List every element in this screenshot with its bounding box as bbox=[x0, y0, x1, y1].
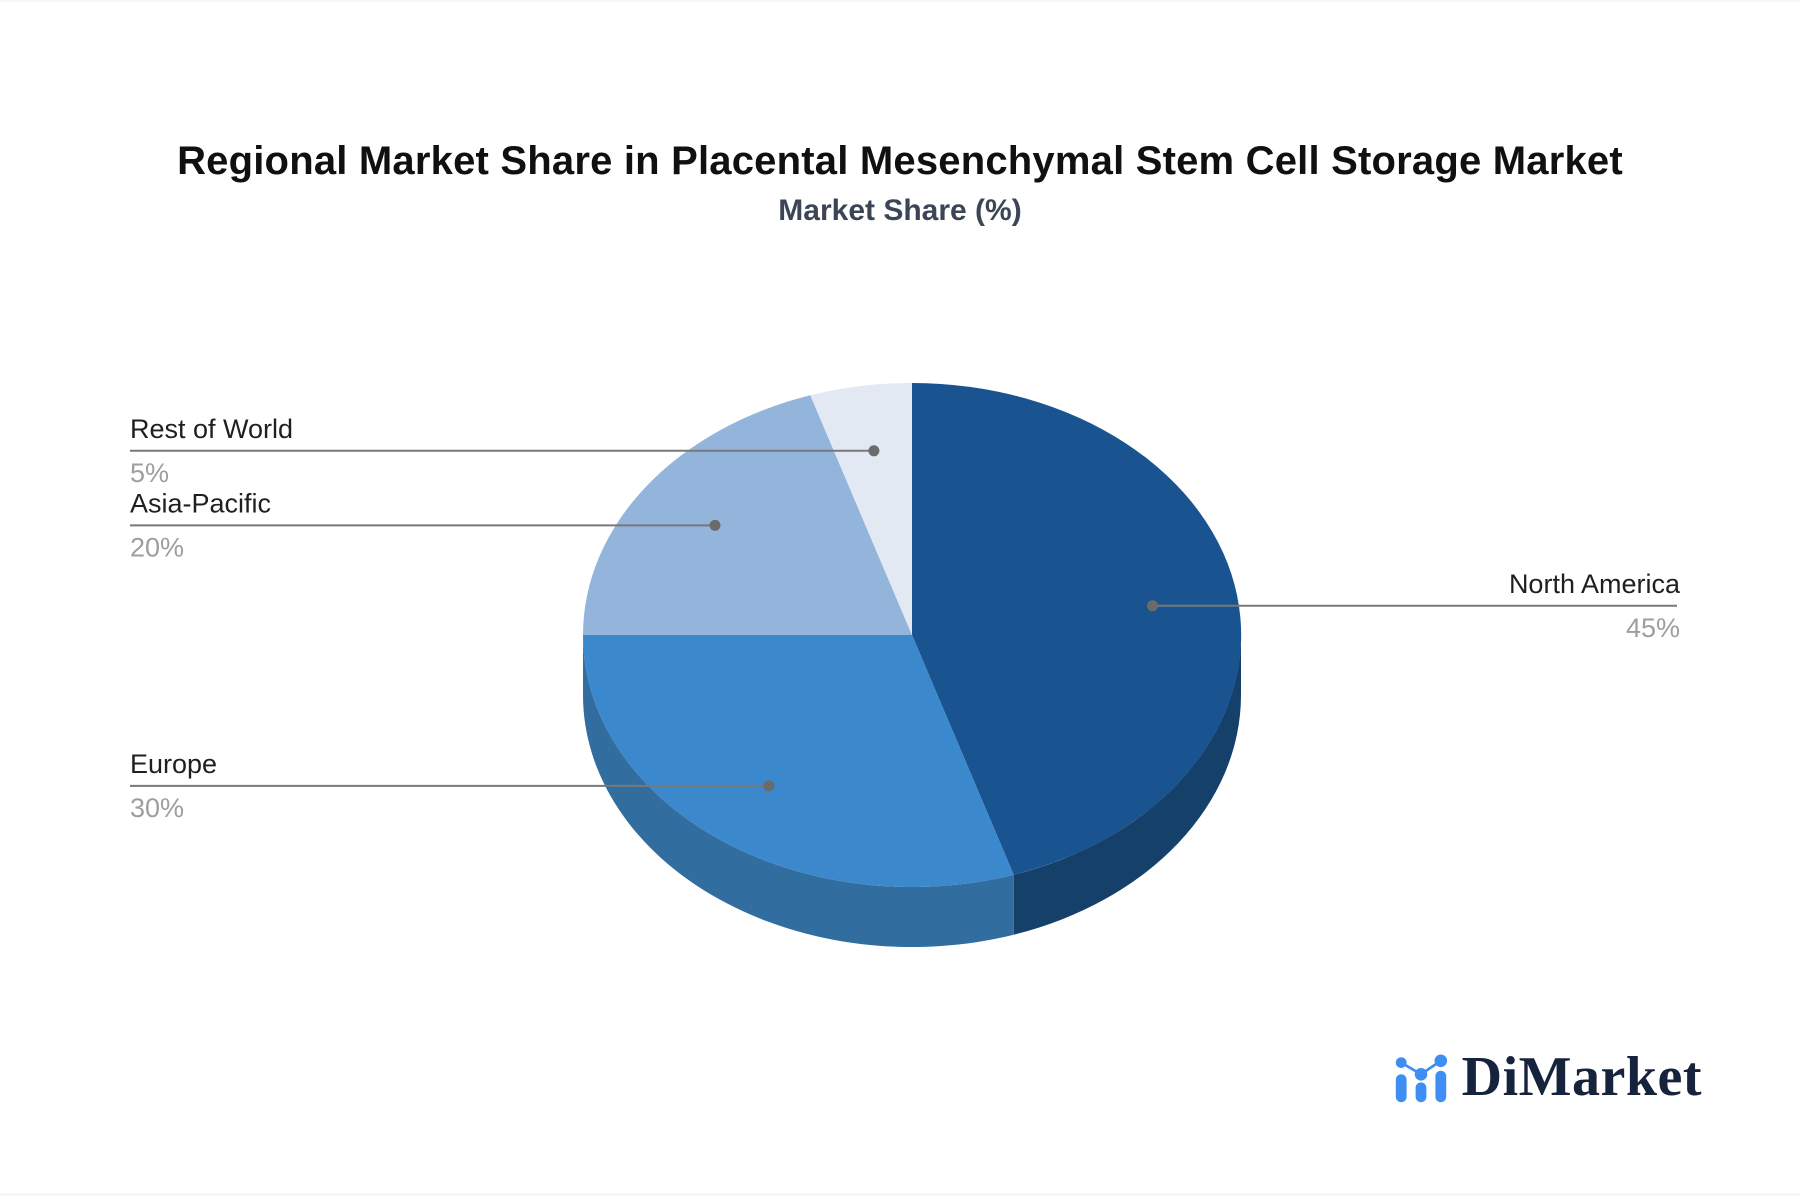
chart-subtitle: Market Share (%) bbox=[778, 194, 1022, 227]
chart-title: Regional Market Share in Placental Mesen… bbox=[177, 139, 1623, 183]
pie-slice-europe bbox=[583, 635, 1014, 888]
brand-logo: DiMarket bbox=[1394, 1045, 1702, 1109]
slice-label-rest-of-world: Rest of World bbox=[130, 414, 293, 444]
leader-dot-asia-pacific bbox=[709, 519, 721, 531]
leader-dot-north-america bbox=[1147, 600, 1158, 612]
slice-value-europe: 30% bbox=[130, 793, 184, 823]
slice-value-rest-of-world: 5% bbox=[130, 458, 169, 488]
pie-slice-north-america bbox=[912, 382, 1242, 875]
pie-slice-side-europe bbox=[583, 635, 1014, 948]
pie-slice-side-north-america bbox=[1013, 635, 1241, 935]
slice-label-north-america: North America bbox=[1509, 569, 1681, 599]
leader-dot-rest-of-world bbox=[868, 445, 880, 457]
bar-chart-logo-icon bbox=[1395, 1054, 1447, 1103]
slice-label-europe: Europe bbox=[130, 749, 217, 779]
pie-slice-rest-of-world bbox=[810, 382, 912, 635]
slice-value-asia-pacific: 20% bbox=[130, 532, 184, 562]
pie-slice-asia-pacific bbox=[583, 395, 912, 635]
leader-dot-europe bbox=[763, 780, 775, 792]
logo-icon-shapes bbox=[1395, 1054, 1447, 1103]
slice-label-asia-pacific: Asia-Pacific bbox=[130, 488, 271, 518]
dimarket-logo-text: DiMarket bbox=[1461, 1046, 1702, 1108]
slice-value-north-america: 45% bbox=[1626, 613, 1680, 643]
